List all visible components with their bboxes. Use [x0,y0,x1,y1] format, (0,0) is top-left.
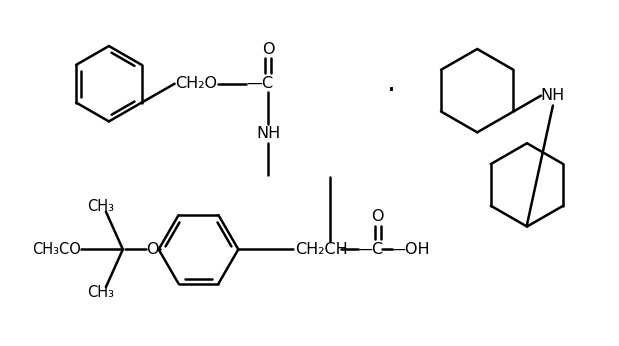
Text: NH: NH [256,126,280,141]
Text: O: O [262,42,274,56]
Text: —C: —C [246,76,274,91]
Text: CH₃CO: CH₃CO [32,242,80,257]
Text: O: O [371,209,384,224]
Text: CH₂O: CH₂O [176,76,217,91]
Text: —OH: —OH [389,242,430,257]
Text: CH₂CH: CH₂CH [295,242,348,257]
Text: ·: · [387,77,396,105]
Text: CH₃: CH₃ [87,199,115,214]
Text: —C: —C [356,242,383,257]
Text: CH₃: CH₃ [87,284,115,300]
Text: NH: NH [541,88,565,103]
Text: O: O [147,242,159,257]
